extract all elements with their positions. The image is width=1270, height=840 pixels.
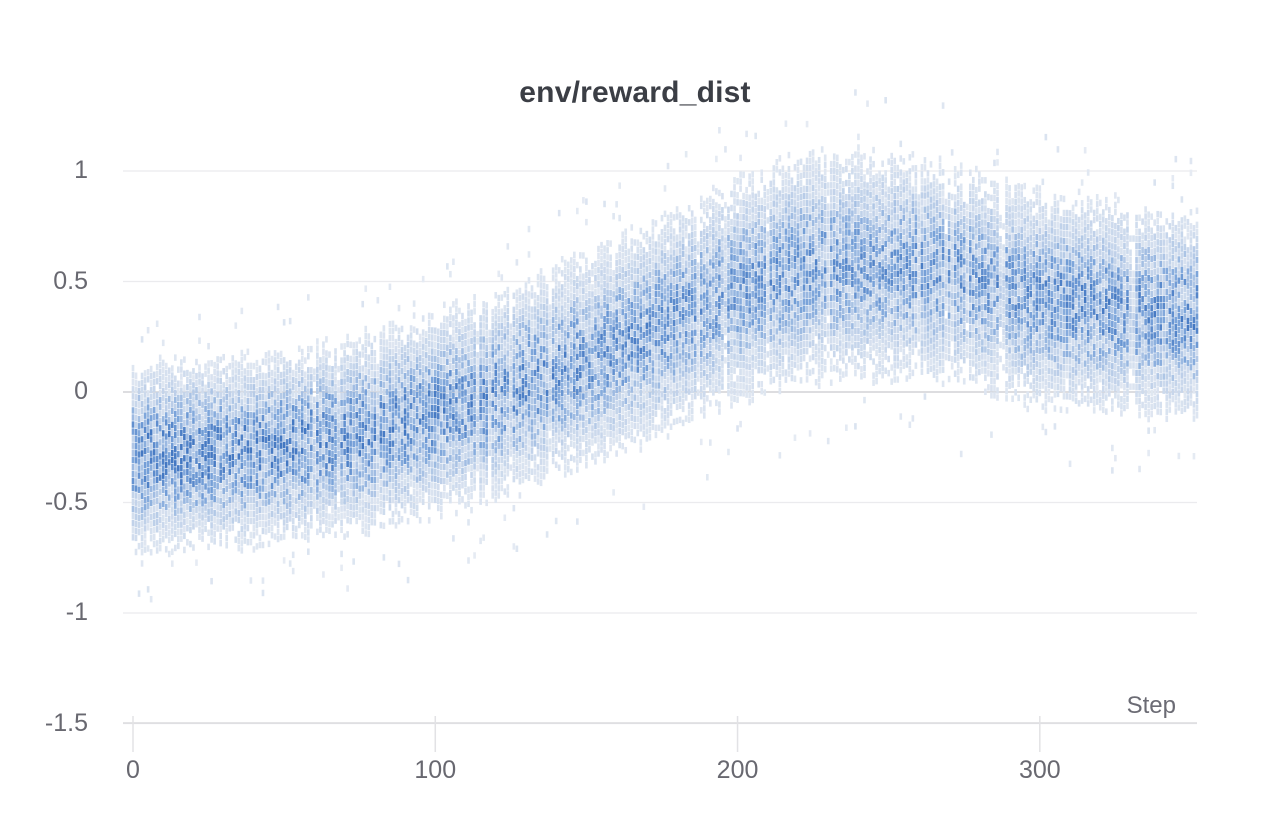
x-axis-title: Step (1126, 692, 1176, 719)
x-tick-label: 100 (414, 756, 457, 784)
y-tick-label: 1 (74, 156, 88, 184)
y-tick-label: 0.5 (53, 266, 88, 295)
y-tick-label: -1.5 (44, 708, 88, 737)
y-tick-label: -0.5 (44, 487, 88, 516)
x-tick-label: 0 (126, 756, 140, 784)
y-tick-label: 0 (74, 377, 88, 405)
chart-title: env/reward_dist (519, 76, 751, 109)
x-tick-label: 300 (1018, 756, 1061, 784)
y-tick-label: -1 (65, 598, 88, 626)
x-tick-label: 200 (716, 756, 759, 784)
